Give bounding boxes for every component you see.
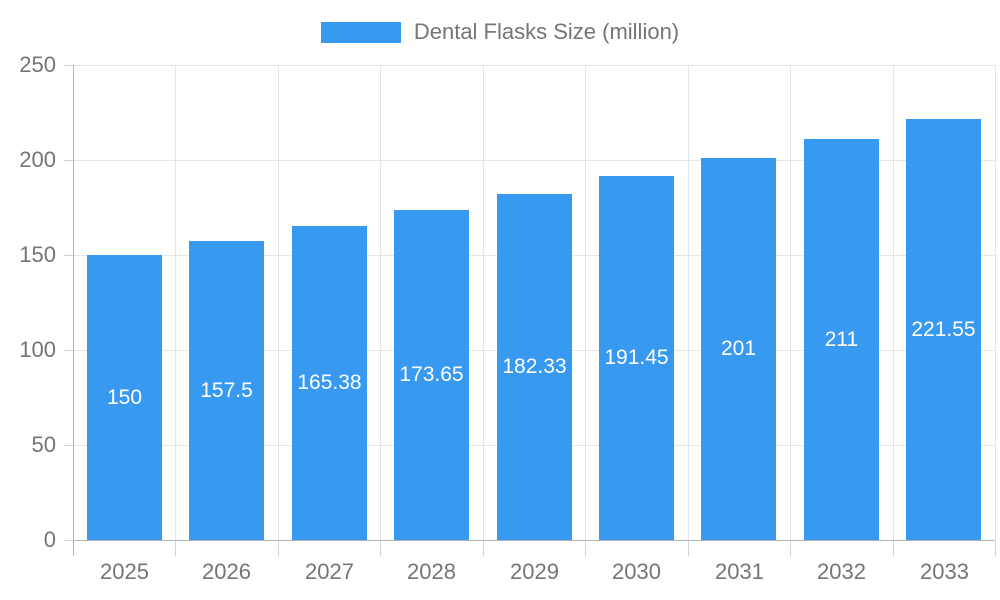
bar-value-label-2028: 173.65 xyxy=(399,363,464,386)
y-axis-label-50: 50 xyxy=(31,432,56,457)
x-axis-line xyxy=(73,540,995,541)
bar-2030[interactable]: 191.45 xyxy=(599,176,674,540)
x-axis-label-2031: 2031 xyxy=(715,559,764,584)
x-axis-tick-9 xyxy=(994,541,996,556)
x-axis-label-2028: 2028 xyxy=(407,559,456,584)
x-axis-tick-6 xyxy=(687,541,689,556)
bar-2029[interactable]: 182.33 xyxy=(497,194,572,540)
bar-2028[interactable]: 173.65 xyxy=(394,210,469,540)
bar-2031[interactable]: 201 xyxy=(701,158,776,540)
bar-value-label-2031: 201 xyxy=(720,337,757,360)
y-axis-tick-200 xyxy=(64,159,73,161)
gridline-vertical-2 xyxy=(277,65,279,540)
y-axis-tick-150 xyxy=(64,254,73,256)
bar-2027[interactable]: 165.38 xyxy=(292,226,367,540)
bar-value-label-2029: 182.33 xyxy=(502,355,567,378)
x-axis-tick-3 xyxy=(379,541,381,556)
plot-area: 0 50 100 150 200 250 150 2025 157.5 2026 165.38 202… xyxy=(19,52,996,584)
bar-2026[interactable]: 157.5 xyxy=(189,241,264,540)
x-axis-label-2029: 2029 xyxy=(510,559,559,584)
bar-value-label-2032: 211 xyxy=(824,327,859,351)
bar-value-label-2033: 221.55 xyxy=(911,317,976,341)
y-axis-label-200: 200 xyxy=(19,147,56,172)
x-axis-tick-2 xyxy=(277,541,279,556)
y-axis-label-150: 150 xyxy=(19,242,56,267)
gridline-horizontal-200 xyxy=(73,159,995,161)
gridline-horizontal-250 xyxy=(73,64,995,66)
bar-2033[interactable]: 221.55 xyxy=(906,119,981,540)
bar-value-label-2025: 150 xyxy=(106,385,143,409)
x-axis-label-2026: 2026 xyxy=(202,559,251,584)
y-axis-tick-0 xyxy=(64,539,73,541)
gridline-vertical-8 xyxy=(892,65,894,540)
y-axis-label-250: 250 xyxy=(19,52,56,77)
x-axis-tick-7 xyxy=(789,541,791,556)
legend[interactable]: Dental Flasks Size (million) xyxy=(0,18,1000,46)
bar-value-label-2026: 157.5 xyxy=(200,378,253,402)
bar-value-label-2030: 191.45 xyxy=(604,346,669,369)
y-axis-tick-50 xyxy=(64,444,73,446)
gridline-vertical-6 xyxy=(687,65,689,540)
y-axis-tick-100 xyxy=(64,349,73,351)
gridline-vertical-9 xyxy=(994,65,996,540)
gridline-vertical-4 xyxy=(482,65,484,540)
x-axis-tick-4 xyxy=(482,541,484,556)
y-axis-label-100: 100 xyxy=(19,337,56,362)
x-axis-label-2027: 2027 xyxy=(305,559,354,584)
legend-label: Dental Flasks Size (million) xyxy=(413,19,680,44)
bar-value-label-2027: 165.38 xyxy=(297,371,362,394)
x-axis-label-2032: 2032 xyxy=(817,559,866,584)
gridline-vertical-7 xyxy=(789,65,791,540)
x-axis-tick-8 xyxy=(892,541,894,556)
x-axis-label-2025: 2025 xyxy=(100,559,149,584)
bar-2032[interactable]: 211 xyxy=(804,139,879,540)
x-axis-tick-5 xyxy=(584,541,586,556)
y-axis-line xyxy=(73,65,74,556)
gridline-vertical-3 xyxy=(379,65,381,540)
bar-2025[interactable]: 150 xyxy=(87,255,162,540)
x-axis-tick-1 xyxy=(174,541,176,556)
y-axis-tick-250 xyxy=(64,64,73,66)
gridline-vertical-5 xyxy=(584,65,586,540)
legend-swatch-icon xyxy=(320,21,401,43)
gridline-vertical-1 xyxy=(174,65,176,540)
x-axis-label-2033: 2033 xyxy=(920,559,969,584)
y-axis-label-0: 0 xyxy=(43,527,56,552)
x-axis-label-2030: 2030 xyxy=(612,559,661,584)
